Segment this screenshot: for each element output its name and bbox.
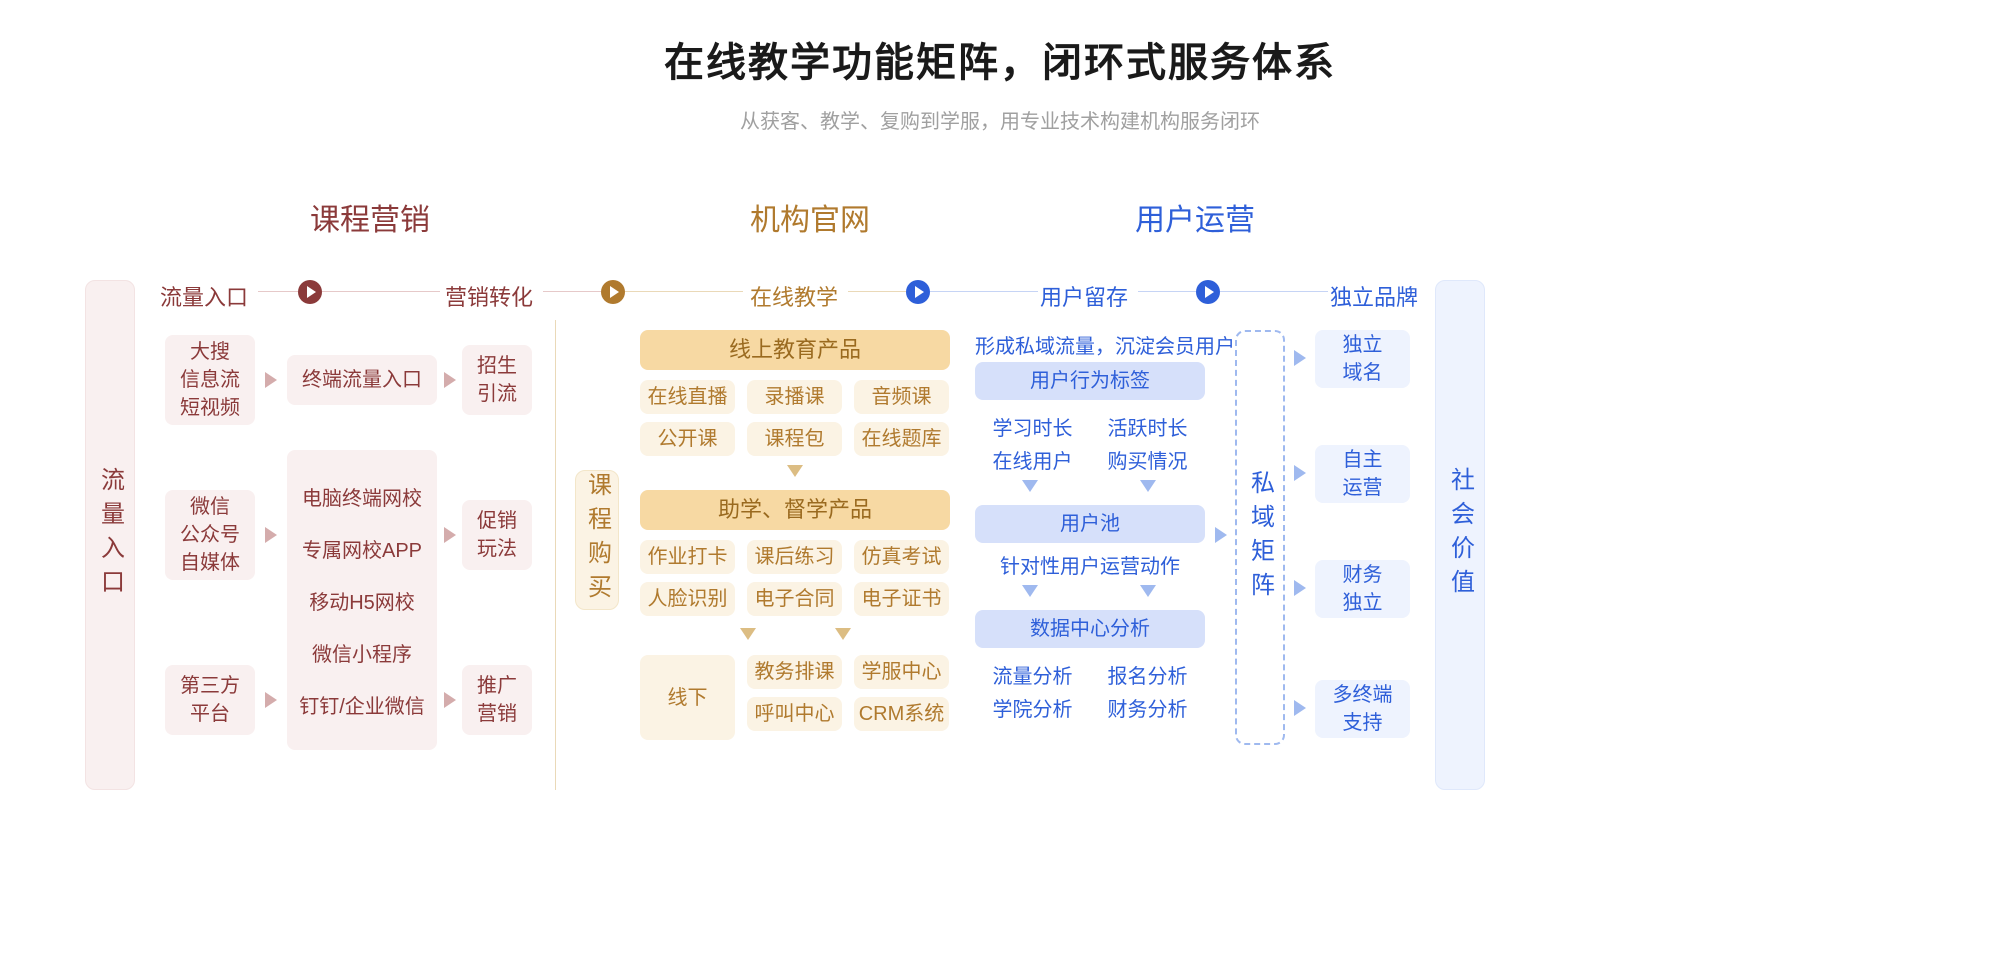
- ops-tag-item: 学习时长: [993, 412, 1073, 441]
- teach-item: 在线直播: [640, 380, 735, 414]
- ops-data-item: 财务分析: [1108, 693, 1188, 722]
- arrow-dot-icon: [601, 280, 625, 304]
- section-3-title: 用户运营: [1135, 195, 1255, 239]
- chevron-down-icon: [835, 628, 851, 640]
- teach-item: 公开课: [640, 422, 735, 456]
- page-title: 在线教学功能矩阵，闭环式服务体系: [0, 30, 2000, 88]
- ops-data-head: 数据中心分析: [975, 610, 1205, 648]
- arrow-dot-icon: [298, 280, 322, 304]
- channel-item: 移动H5网校: [309, 586, 415, 615]
- teach-item: 作业打卡: [640, 540, 735, 574]
- hline: [848, 291, 906, 292]
- teach-item: 电子合同: [747, 582, 842, 616]
- subhead-5: 独立品牌: [1330, 280, 1418, 312]
- brand-box-3: 财务 独立: [1315, 560, 1410, 618]
- hline: [1138, 291, 1196, 292]
- chevron-right-icon: [1294, 580, 1306, 596]
- hline: [930, 291, 1038, 292]
- subhead-1: 流量入口: [160, 280, 248, 312]
- arrow-dot-icon: [906, 280, 930, 304]
- teach-item: 在线题库: [854, 422, 949, 456]
- brand-box-4: 多终端 支持: [1315, 680, 1410, 738]
- channel-item: 钉钉/企业微信: [299, 690, 425, 719]
- teach-item: 课程包: [747, 422, 842, 456]
- hline: [258, 291, 298, 292]
- brand-box-2: 自主 运营: [1315, 445, 1410, 503]
- box-channel-list: 电脑终端网校 专属网校APP 移动H5网校 微信小程序 钉钉/企业微信: [287, 450, 437, 750]
- box-entry-3: 第三方 平台: [165, 665, 255, 735]
- subhead-4: 用户留存: [1040, 280, 1128, 312]
- chevron-right-icon: [1215, 527, 1227, 543]
- ops-tag-row: 学习时长 活跃时长: [975, 412, 1205, 441]
- chevron-down-icon: [1022, 585, 1038, 597]
- channel-item: 微信小程序: [312, 638, 412, 667]
- ops-tag-item: 在线用户: [993, 445, 1073, 474]
- subhead-3: 在线教学: [750, 280, 838, 312]
- chevron-down-icon: [1140, 585, 1156, 597]
- ops-tag-item: 活跃时长: [1108, 412, 1188, 441]
- box-convert-2: 促销 玩法: [462, 500, 532, 570]
- box-entry-2: 微信 公众号 自媒体: [165, 490, 255, 580]
- teach-item: 教务排课: [747, 655, 842, 689]
- ops-data-item: 报名分析: [1108, 660, 1188, 689]
- teach-item: 学服中心: [854, 655, 949, 689]
- chevron-down-icon: [740, 628, 756, 640]
- chevron-right-icon: [444, 527, 456, 543]
- chevron-right-icon: [444, 372, 456, 388]
- vbar-social-value: 社会价值: [1435, 280, 1485, 790]
- chevron-right-icon: [1294, 700, 1306, 716]
- teach-item: 电子证书: [854, 582, 949, 616]
- hline: [322, 291, 440, 292]
- chevron-right-icon: [265, 527, 277, 543]
- ops-data-item: 学院分析: [993, 693, 1073, 722]
- chevron-down-icon: [1140, 480, 1156, 492]
- ops-data-item: 流量分析: [993, 660, 1073, 689]
- hline: [1220, 291, 1328, 292]
- box-channel-top: 终端流量入口: [287, 355, 437, 405]
- hline: [543, 291, 601, 292]
- teach-item: 人脸识别: [640, 582, 735, 616]
- box-convert-1: 招生 引流: [462, 345, 532, 415]
- teach-group2-head: 助学、督学产品: [640, 490, 950, 530]
- chevron-right-icon: [444, 692, 456, 708]
- page-subtitle: 从获客、教学、复购到学服，用专业技术构建机构服务闭环: [0, 105, 2000, 134]
- teach-group1-head: 线上教育产品: [640, 330, 950, 370]
- teach-item: CRM系统: [854, 697, 949, 731]
- section-1-title: 课程营销: [310, 195, 430, 239]
- ops-note: 形成私域流量，沉淀会员用户: [975, 330, 1235, 359]
- vseparator: [555, 320, 556, 790]
- hline: [625, 291, 743, 292]
- chevron-right-icon: [1294, 465, 1306, 481]
- vbar-course-purchase: 课程购买: [575, 470, 619, 610]
- teach-item: 课后练习: [747, 540, 842, 574]
- box-entry-1: 大搜 信息流 短视频: [165, 335, 255, 425]
- ops-data-row: 学院分析 财务分析: [975, 693, 1205, 722]
- ops-pool-head: 用户池: [975, 505, 1205, 543]
- section-2-title: 机构官网: [750, 195, 870, 239]
- chevron-right-icon: [265, 692, 277, 708]
- chevron-down-icon: [787, 465, 803, 477]
- ops-data-row: 流量分析 报名分析: [975, 660, 1205, 689]
- channel-item: 专属网校APP: [302, 534, 422, 563]
- subhead-2: 营销转化: [445, 280, 533, 312]
- teach-group3-head: 线下: [640, 655, 735, 740]
- channel-item: 电脑终端网校: [302, 482, 422, 511]
- ops-tag-row: 在线用户 购买情况: [975, 445, 1205, 474]
- ops-tag-item: 购买情况: [1108, 445, 1188, 474]
- chevron-right-icon: [1294, 350, 1306, 366]
- dashbox-private-domain: 私域矩阵: [1235, 330, 1285, 745]
- teach-item: 呼叫中心: [747, 697, 842, 731]
- teach-item: 音频课: [854, 380, 949, 414]
- chevron-down-icon: [1022, 480, 1038, 492]
- ops-pool-sub: 针对性用户运营动作: [1000, 550, 1180, 579]
- chevron-right-icon: [265, 372, 277, 388]
- teach-item: 仿真考试: [854, 540, 949, 574]
- brand-box-1: 独立 域名: [1315, 330, 1410, 388]
- ops-tag-head: 用户行为标签: [975, 362, 1205, 400]
- vbar-traffic-entry: 流量入口: [85, 280, 135, 790]
- box-convert-3: 推广 营销: [462, 665, 532, 735]
- teach-item: 录播课: [747, 380, 842, 414]
- arrow-dot-icon: [1196, 280, 1220, 304]
